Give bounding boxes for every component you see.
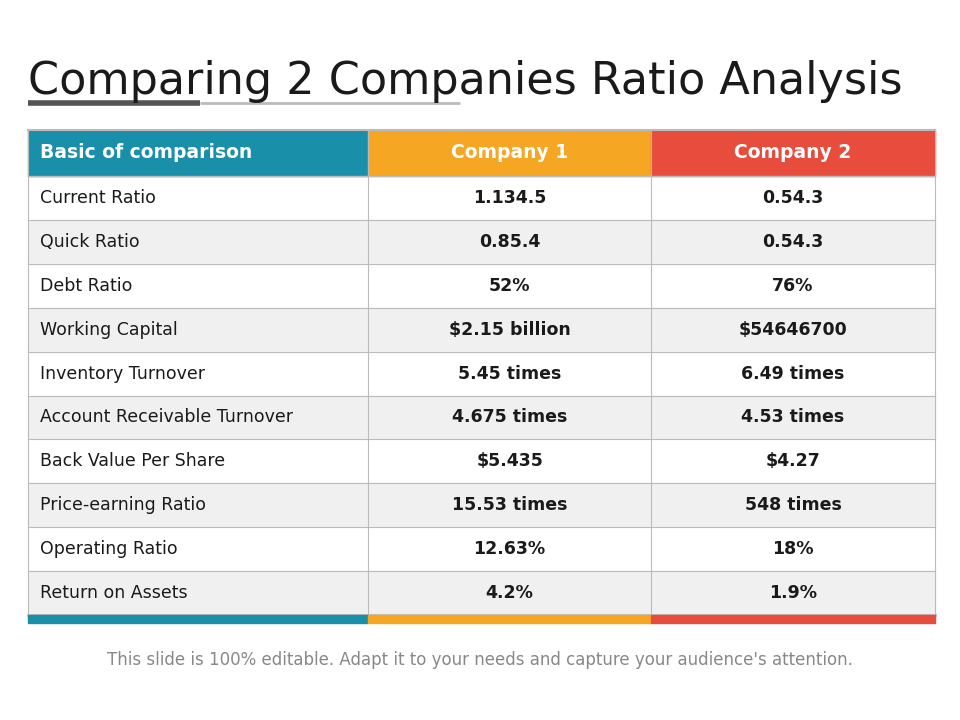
Bar xyxy=(28,571,935,615)
Text: 4.53 times: 4.53 times xyxy=(741,408,845,426)
Bar xyxy=(368,130,651,176)
Text: 0.85.4: 0.85.4 xyxy=(479,233,540,251)
Text: Return on Assets: Return on Assets xyxy=(40,584,187,602)
Bar xyxy=(28,220,935,264)
Text: 1.9%: 1.9% xyxy=(769,584,817,602)
Text: 4.675 times: 4.675 times xyxy=(452,408,567,426)
Bar xyxy=(28,307,935,351)
Bar xyxy=(28,264,935,307)
Text: $4.27: $4.27 xyxy=(766,452,821,470)
Bar xyxy=(28,176,935,220)
Bar xyxy=(28,395,935,439)
Text: Inventory Turnover: Inventory Turnover xyxy=(40,364,205,382)
Text: Price-earning Ratio: Price-earning Ratio xyxy=(40,496,206,514)
Text: Company 2: Company 2 xyxy=(734,143,852,163)
Text: 1.134.5: 1.134.5 xyxy=(473,189,546,207)
Text: $2.15 billion: $2.15 billion xyxy=(448,320,570,338)
Text: 5.45 times: 5.45 times xyxy=(458,364,562,382)
Text: $5.435: $5.435 xyxy=(476,452,543,470)
Bar xyxy=(651,615,935,623)
Bar xyxy=(651,130,935,176)
Text: 18%: 18% xyxy=(772,540,814,558)
Text: Current Ratio: Current Ratio xyxy=(40,189,156,207)
Bar xyxy=(28,483,935,527)
Text: 548 times: 548 times xyxy=(745,496,842,514)
Bar xyxy=(28,351,935,395)
Text: 76%: 76% xyxy=(773,276,814,294)
Text: Company 1: Company 1 xyxy=(451,143,568,163)
Text: Back Value Per Share: Back Value Per Share xyxy=(40,452,226,470)
Text: Debt Ratio: Debt Ratio xyxy=(40,276,132,294)
Text: Working Capital: Working Capital xyxy=(40,320,178,338)
Text: 0.54.3: 0.54.3 xyxy=(762,189,824,207)
Bar xyxy=(368,615,651,623)
Text: Basic of comparison: Basic of comparison xyxy=(40,143,252,163)
Bar xyxy=(28,130,368,176)
Text: 12.63%: 12.63% xyxy=(473,540,545,558)
Text: 15.53 times: 15.53 times xyxy=(452,496,567,514)
Text: $54646700: $54646700 xyxy=(738,320,848,338)
Text: 4.2%: 4.2% xyxy=(486,584,534,602)
Bar xyxy=(28,439,935,483)
Text: Operating Ratio: Operating Ratio xyxy=(40,540,178,558)
Text: Account Receivable Turnover: Account Receivable Turnover xyxy=(40,408,293,426)
Text: 52%: 52% xyxy=(489,276,530,294)
Bar xyxy=(28,527,935,571)
Text: Comparing 2 Companies Ratio Analysis: Comparing 2 Companies Ratio Analysis xyxy=(28,60,902,103)
Text: This slide is 100% editable. Adapt it to your needs and capture your audience's : This slide is 100% editable. Adapt it to… xyxy=(108,651,852,669)
Text: Quick Ratio: Quick Ratio xyxy=(40,233,139,251)
Text: 6.49 times: 6.49 times xyxy=(741,364,845,382)
Text: 0.54.3: 0.54.3 xyxy=(762,233,824,251)
Bar xyxy=(28,615,368,623)
